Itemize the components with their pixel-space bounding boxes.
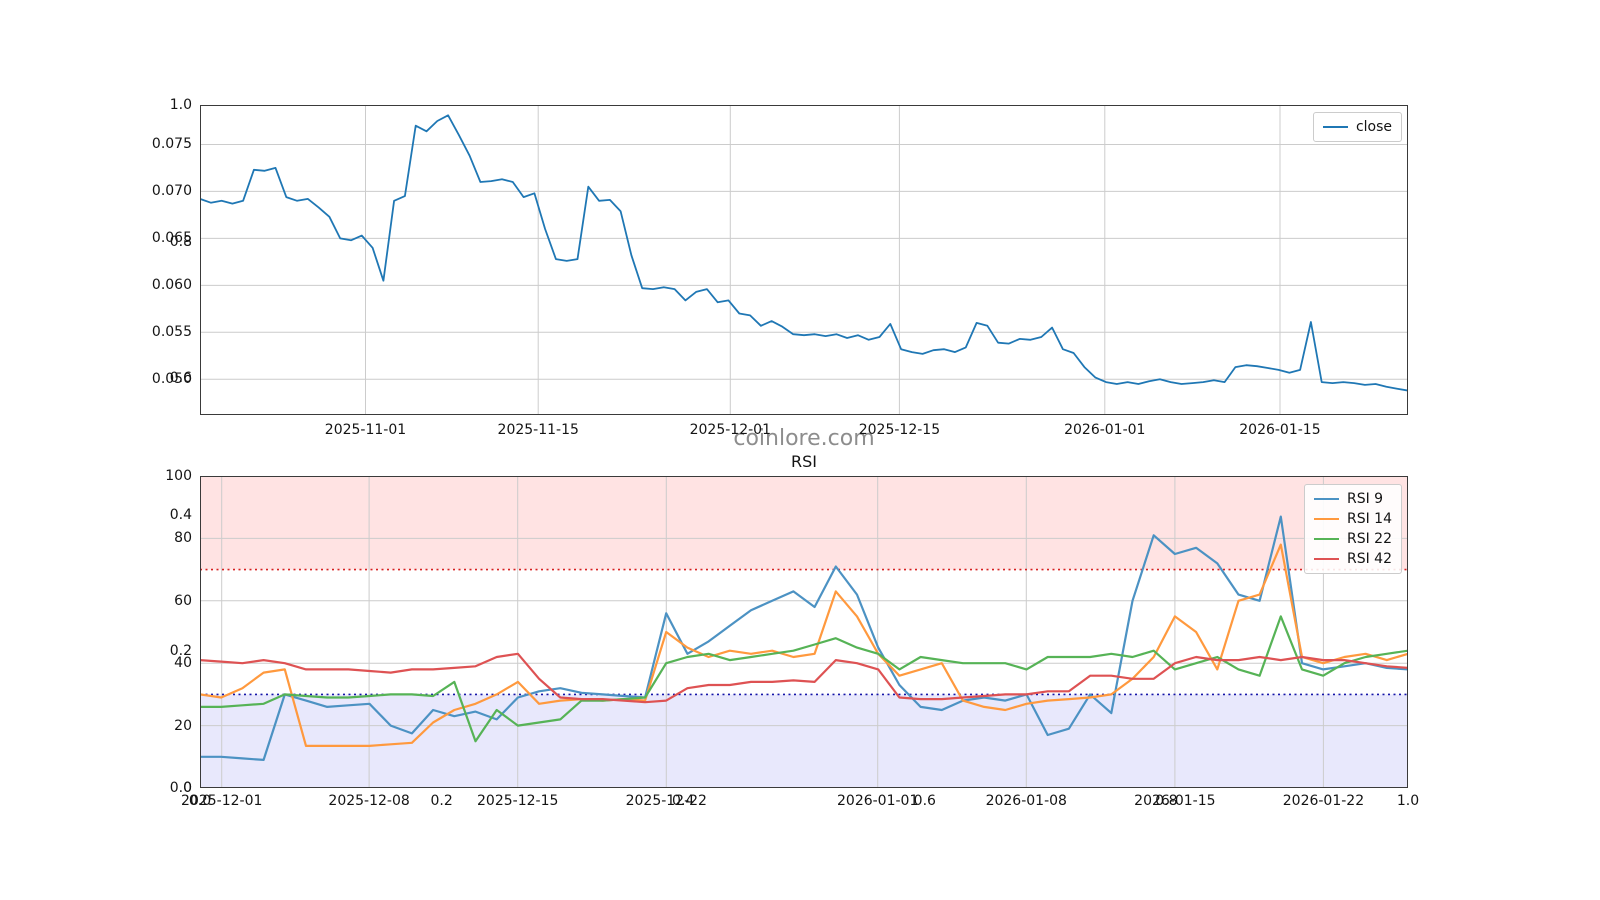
series-line-rsi-22: [200, 615, 1408, 743]
legend-label: RSI 14: [1346, 511, 1392, 527]
overlay-y-tick-label: 1.0: [169, 97, 192, 113]
legend-line-sample-icon: [1313, 518, 1339, 520]
overlay-x-tick-label: 1.0: [1396, 793, 1420, 809]
overlay-x-tick-label: 0.6: [913, 793, 936, 809]
series-line-close: [200, 114, 1408, 392]
legend-line-sample-icon: [1313, 498, 1339, 500]
rsi-chart-x-tick-label: 2025-12-01: [181, 793, 263, 809]
overlay-y-tick-label: 0.2: [169, 643, 192, 660]
legend-line-sample-icon: [1313, 558, 1339, 560]
legend-item: RSI 42: [1313, 549, 1392, 569]
rsi-chart-y-tick-label: 0: [183, 780, 192, 796]
rsi-chart-x-tick-label: 2025-12-15: [477, 793, 559, 809]
price-chart-legend: close: [1312, 112, 1402, 142]
overlay-x-tick-label: 0.2: [430, 793, 453, 809]
rsi-chart-x-tick-label: 2026-01-15: [1134, 793, 1216, 809]
rsi-chart-x-tick-label: 2026-01-01: [837, 793, 919, 809]
price-chart-y-tick-label: 0.070: [151, 183, 192, 200]
rsi-chart-title: RSI: [791, 452, 817, 471]
rsi-chart-x-tick-label: 2025-12-08: [328, 793, 410, 809]
rsi-chart-legend: RSI 9 RSI 14 RSI 22 RSI 42: [1303, 484, 1402, 574]
overlay-y-tick-label: 0.4: [169, 506, 192, 523]
price-chart-x-tick-label: 2025-12-01: [689, 422, 771, 438]
overlay-y-tick-label: 0.6: [169, 370, 192, 387]
rsi-chart-y-tick-label: 100: [165, 468, 192, 484]
price-chart-x-tick-label: 2025-11-15: [497, 422, 579, 438]
series-line-rsi-9: [200, 515, 1408, 761]
plot-border: [200, 105, 1408, 415]
overlay-x-tick-label: 0.8: [1155, 793, 1178, 809]
overlay-x-tick-label: 0.4: [672, 793, 695, 809]
plot-border: [200, 476, 1408, 788]
rsi-chart-x-tick-label: 2025-12-22: [625, 793, 707, 809]
legend-label: RSI 9: [1346, 491, 1384, 507]
overbought-band: [200, 476, 1408, 570]
legend-item: RSI 9: [1313, 489, 1392, 509]
price-chart-x-tick-label: 2026-01-15: [1239, 422, 1321, 438]
series-line-rsi-42: [200, 652, 1408, 704]
rsi-chart-x-tick-label: 2026-01-08: [985, 793, 1067, 809]
price-chart-y-tick-label: 0.075: [151, 136, 192, 153]
price-chart: [200, 105, 1408, 415]
rsi-chart-y-tick-label: 80: [174, 530, 192, 547]
legend-line-sample-icon: [1322, 126, 1348, 128]
price-chart-y-tick-label: 0.050: [151, 371, 192, 388]
rsi-chart-y-tick-label: 20: [174, 717, 192, 734]
rsi-chart-y-tick-label: 60: [174, 592, 192, 609]
rsi-chart-y-tick-label: 40: [174, 655, 192, 672]
oversold-band: [200, 694, 1408, 788]
legend-item: RSI 14: [1313, 509, 1392, 529]
rsi-chart-x-tick-label: 2026-01-22: [1282, 793, 1365, 809]
legend-item: RSI 22: [1313, 529, 1392, 549]
price-chart-y-tick-label: 0.055: [151, 324, 192, 341]
price-chart-x-tick-label: 2025-11-01: [324, 422, 407, 438]
legend-label: close: [1355, 119, 1392, 135]
price-chart-x-tick-label: 2025-12-15: [858, 422, 941, 438]
legend-item: close: [1322, 117, 1392, 137]
legend-line-sample-icon: [1313, 538, 1339, 540]
legend-label: RSI 22: [1346, 531, 1392, 547]
overlay-y-tick-label: 0.0: [169, 780, 192, 796]
overlay-y-tick-label: 0.8: [169, 233, 192, 250]
price-chart-x-tick-label: 2026-01-01: [1064, 422, 1146, 438]
legend-label: RSI 42: [1346, 551, 1392, 567]
watermark: coinlore.com: [733, 426, 875, 451]
overlay-x-tick-label: 0.0: [188, 793, 212, 809]
rsi-chart: [200, 476, 1408, 788]
series-line-rsi-14: [200, 543, 1408, 747]
price-chart-y-tick-label: 0.060: [151, 277, 192, 294]
price-chart-y-tick-label: 0.065: [151, 230, 192, 247]
